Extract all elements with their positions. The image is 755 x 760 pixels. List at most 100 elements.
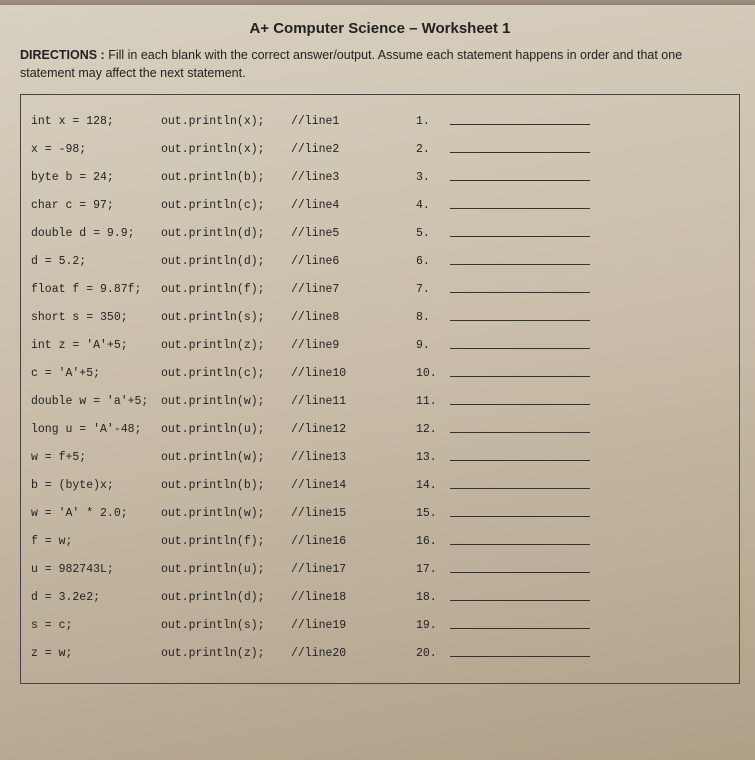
table-row: double w = 'a'+5;out.println(w);//line11… [31,393,729,409]
comment-cell: //line17 [291,563,386,576]
answer-blank[interactable] [450,421,590,433]
num-cell: 17. [416,563,446,576]
answer-blank[interactable] [450,505,590,517]
print-cell: out.println(b); [161,171,291,184]
answer-blank[interactable] [450,225,590,237]
table-row: int x = 128;out.println(x);//line11. [31,113,729,129]
stmt-cell: d = 5.2; [31,255,161,268]
directions-label: DIRECTIONS : [20,48,105,62]
stmt-cell: w = f+5; [31,451,161,464]
num-cell: 2. [416,143,446,156]
print-cell: out.println(z); [161,339,291,352]
answer-blank[interactable] [450,477,590,489]
answer-blank[interactable] [450,617,590,629]
print-cell: out.println(c); [161,367,291,380]
comment-cell: //line18 [291,591,386,604]
comment-cell: //line20 [291,647,386,660]
print-cell: out.println(x); [161,115,291,128]
table-row: x = -98;out.println(x);//line2 2. [31,141,729,157]
answer-blank[interactable] [450,309,590,321]
comment-cell: //line14 [291,479,386,492]
stmt-cell: int z = 'A'+5; [31,339,161,352]
num-cell: 5. [416,227,446,240]
num-cell: 8. [416,311,446,324]
directions-text: Fill in each blank with the correct answ… [20,48,682,80]
print-cell: out.println(u); [161,563,291,576]
answer-blank[interactable] [450,393,590,405]
comment-cell: //line3 [291,171,386,184]
num-cell: 20. [416,647,446,660]
num-cell: 18. [416,591,446,604]
print-cell: out.println(b); [161,479,291,492]
num-cell: 10. [416,367,446,380]
answer-blank[interactable] [450,281,590,293]
table-row: char c = 97;out.println(c);//line44. [31,197,729,213]
answer-blank[interactable] [450,337,590,349]
print-cell: out.println(z); [161,647,291,660]
stmt-cell: c = 'A'+5; [31,367,161,380]
comment-cell: //line5 [291,227,386,240]
print-cell: out.println(x); [161,143,291,156]
stmt-cell: x = -98; [31,143,161,156]
num-cell: 6. [416,255,446,268]
answer-blank[interactable] [450,589,590,601]
print-cell: out.println(w); [161,451,291,464]
table-row: b = (byte)x;out.println(b);//line1414. [31,477,729,493]
answer-blank[interactable] [450,449,590,461]
print-cell: out.println(d); [161,227,291,240]
directions-block: DIRECTIONS : Fill in each blank with the… [20,47,740,82]
answer-blank[interactable] [450,645,590,657]
num-cell: 19. [416,619,446,632]
num-cell: 12. [416,423,446,436]
answer-blank[interactable] [450,533,590,545]
table-row: long u = 'A'-48;out.println(u);//line121… [31,421,729,437]
stmt-cell: float f = 9.87f; [31,283,161,296]
comment-cell: //line7 [291,283,386,296]
answer-blank[interactable] [450,365,590,377]
comment-cell: //line1 [291,115,386,128]
table-row: w = 'A' * 2.0;out.println(w);//line1515. [31,505,729,521]
stmt-cell: b = (byte)x; [31,479,161,492]
answer-blank[interactable] [450,561,590,573]
answer-blank[interactable] [450,169,590,181]
worksheet-paper: A+ Computer Science – Worksheet 1 DIRECT… [0,5,755,760]
table-row: w = f+5;out.println(w);//line1313. [31,449,729,465]
comment-cell: //line16 [291,535,386,548]
comment-cell: //line9 [291,339,386,352]
print-cell: out.println(w); [161,507,291,520]
comment-cell: //line10 [291,367,386,380]
table-row: d = 5.2;out.println(d);//line6 6. [31,253,729,269]
stmt-cell: double d = 9.9; [31,227,161,240]
num-cell: 4. [416,199,446,212]
stmt-cell: d = 3.2e2; [31,591,161,604]
stmt-cell: short s = 350; [31,311,161,324]
stmt-cell: int x = 128; [31,115,161,128]
comment-cell: //line2 [291,143,386,156]
print-cell: out.println(d); [161,255,291,268]
answer-blank[interactable] [450,253,590,265]
answer-blank[interactable] [450,113,590,125]
num-cell: 7. [416,283,446,296]
table-row: short s = 350;out.println(s);//line88. [31,309,729,325]
stmt-cell: byte b = 24; [31,171,161,184]
print-cell: out.println(s); [161,619,291,632]
table-row: d = 3.2e2;out.println(d);//line18 18. [31,589,729,605]
print-cell: out.println(d); [161,591,291,604]
comment-cell: //line4 [291,199,386,212]
stmt-cell: long u = 'A'-48; [31,423,161,436]
stmt-cell: w = 'A' * 2.0; [31,507,161,520]
print-cell: out.println(f); [161,283,291,296]
table-row: s = c;out.println(s);//line1919. [31,617,729,633]
stmt-cell: s = c; [31,619,161,632]
table-row: byte b = 24;out.println(b);//line33. [31,169,729,185]
answer-blank[interactable] [450,197,590,209]
stmt-cell: char c = 97; [31,199,161,212]
stmt-cell: z = w; [31,647,161,660]
comment-cell: //line8 [291,311,386,324]
comment-cell: //line6 [291,255,386,268]
comment-cell: //line15 [291,507,386,520]
table-row: int z = 'A'+5;out.println(z);//line99. [31,337,729,353]
page-title: A+ Computer Science – Worksheet 1 [20,20,740,37]
worksheet-table: int x = 128;out.println(x);//line11. x =… [20,94,740,684]
answer-blank[interactable] [450,141,590,153]
